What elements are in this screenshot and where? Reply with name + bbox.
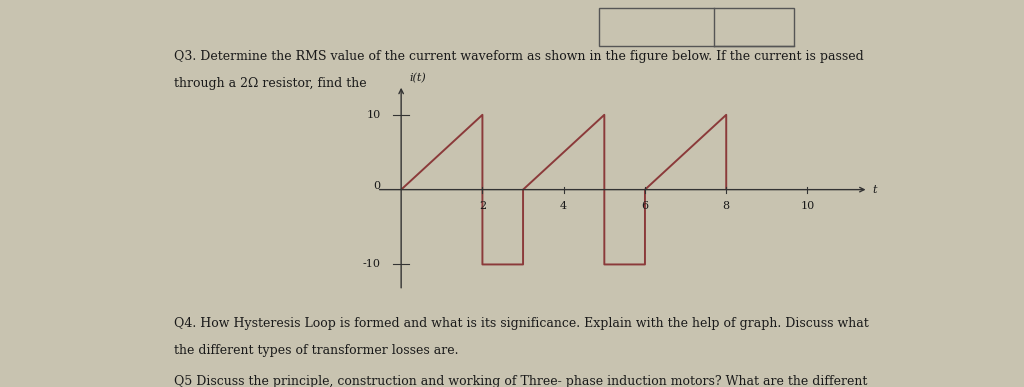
Text: Q5 Discuss the principle, construction and working of Three- phase induction mot: Q5 Discuss the principle, construction a…: [174, 375, 867, 387]
Text: 10: 10: [801, 201, 815, 211]
Text: Q4. How Hysteresis Loop is formed and what is its significance. Explain with the: Q4. How Hysteresis Loop is formed and wh…: [174, 317, 868, 330]
Text: -10: -10: [362, 259, 381, 269]
Text: 10: 10: [367, 110, 381, 120]
FancyBboxPatch shape: [599, 8, 794, 46]
Text: 6: 6: [641, 201, 648, 211]
Text: 4: 4: [560, 201, 567, 211]
Text: 2: 2: [479, 201, 486, 211]
Text: 0: 0: [374, 181, 381, 191]
Text: Q3. Determine the RMS value of the current waveform as shown in the figure below: Q3. Determine the RMS value of the curre…: [174, 50, 863, 63]
Text: i(t): i(t): [410, 73, 426, 83]
Text: 8: 8: [723, 201, 730, 211]
Text: the different types of transformer losses are.: the different types of transformer losse…: [174, 344, 458, 358]
Text: through a 2Ω resistor, find the average power absorbed by the resistor?: through a 2Ω resistor, find the average …: [174, 77, 631, 91]
Text: t: t: [872, 185, 877, 195]
